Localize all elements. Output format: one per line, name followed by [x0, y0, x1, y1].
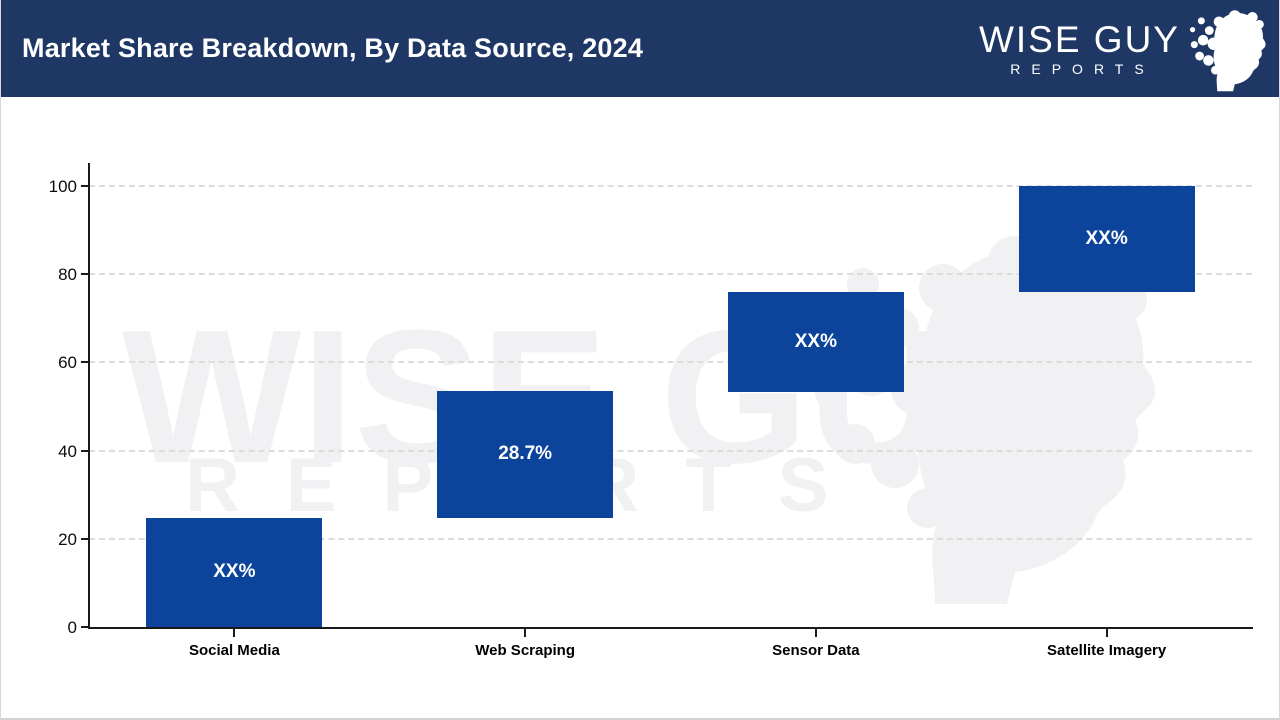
y-tick-mark-100: [81, 185, 89, 187]
brand-name: WISE GUY: [978, 18, 1180, 60]
chart-title: Market Share Breakdown, By Data Source, …: [22, 33, 644, 63]
bar-social-media: XX%: [146, 517, 323, 627]
y-tick-label-100: 100: [48, 177, 77, 196]
y-tick-mark-20: [81, 537, 89, 540]
bar-sensor-data: XX%: [727, 292, 904, 392]
gridline-40: [89, 449, 1252, 452]
x-category-label: Satellite Imagery: [1047, 642, 1167, 659]
x-tick-mark: [814, 629, 817, 637]
bar-value-label: XX%: [213, 561, 256, 583]
gridline-60: [89, 361, 1252, 364]
dot-face-logo-icon: [1182, 5, 1270, 93]
brand-subtitle: REPORTS: [1010, 60, 1155, 77]
bar-value-label: XX%: [794, 331, 837, 353]
y-tick-label-40: 40: [58, 441, 77, 461]
bar-satellite-imagery: XX%: [1018, 186, 1195, 293]
gridline-100: [89, 185, 1252, 187]
x-tick-mark: [1105, 629, 1108, 637]
x-axis-spine: [88, 627, 1253, 629]
brand-logo-text: WISE GUY REPORTS: [979, 21, 1180, 77]
x-tick-mark: [524, 629, 527, 637]
gridline-20: [89, 537, 1252, 540]
brand-logo: WISE GUY REPORTS: [979, 5, 1280, 93]
bar-value-label: 28.7%: [498, 443, 553, 465]
x-category-label: Web Scraping: [475, 642, 575, 659]
y-tick-mark-0: [81, 626, 89, 628]
y-tick-label-0: 0: [67, 618, 77, 637]
y-axis-spine: [88, 163, 90, 629]
header-bar: Market Share Breakdown, By Data Source, …: [0, 0, 1280, 97]
bar-value-label: XX%: [1085, 228, 1128, 250]
gridline-80: [89, 273, 1252, 276]
y-tick-mark-40: [81, 449, 89, 452]
x-tick-mark: [233, 629, 236, 637]
y-tick-label-80: 80: [58, 265, 77, 285]
y-tick-label-60: 60: [58, 353, 77, 373]
y-tick-label-20: 20: [58, 529, 77, 549]
x-category-label: Social Media: [188, 642, 280, 659]
y-tick-mark-80: [81, 273, 89, 276]
y-tick-mark-60: [81, 361, 89, 364]
x-category-label: Sensor Data: [772, 642, 860, 659]
bar-web-scraping: 28.7%: [437, 391, 614, 518]
